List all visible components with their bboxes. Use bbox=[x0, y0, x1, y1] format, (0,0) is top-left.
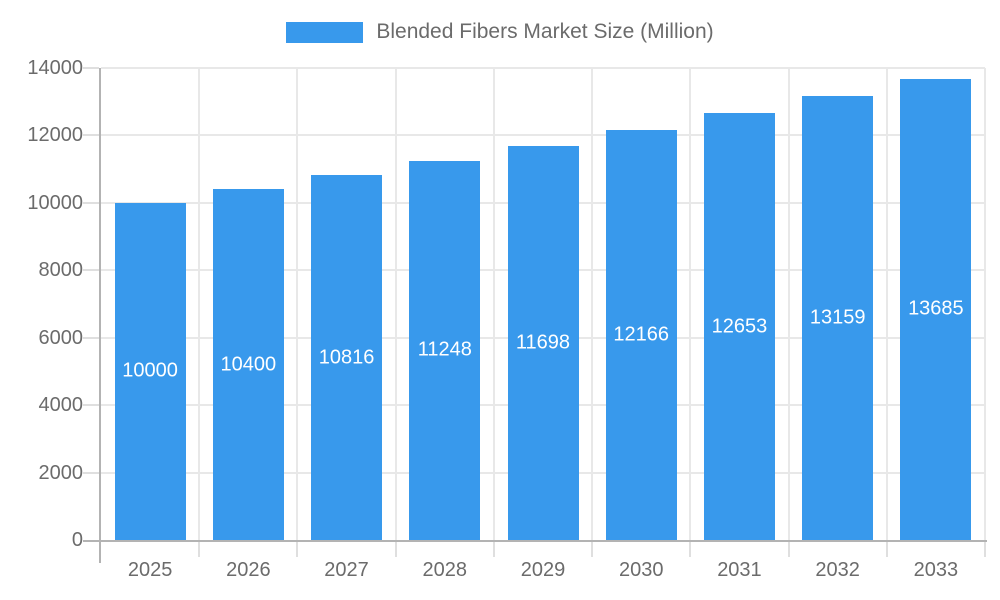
x-axis-tick bbox=[198, 542, 201, 557]
legend-swatch-icon bbox=[286, 21, 364, 43]
bar-value-label: 12653 bbox=[711, 315, 768, 338]
y-axis-tick-label: 2000 bbox=[38, 461, 84, 484]
x-axis-tick bbox=[394, 542, 397, 557]
legend: Blended Fibers Market Size (Million) bbox=[0, 20, 1000, 44]
x-axis-line bbox=[83, 540, 987, 542]
bar-value-label: 10000 bbox=[122, 359, 178, 382]
x-axis-tick-label: 2028 bbox=[422, 559, 468, 581]
y-axis-tick-label: 0 bbox=[71, 529, 83, 551]
bar: 10816 bbox=[311, 175, 383, 540]
v-gridline bbox=[885, 68, 888, 540]
y-axis-tick-label: 10000 bbox=[27, 191, 83, 214]
v-gridline bbox=[689, 68, 692, 540]
bar: 10400 bbox=[212, 189, 284, 540]
v-gridline bbox=[296, 68, 299, 540]
x-axis-tick bbox=[296, 542, 299, 557]
y-axis-tick-label: 12000 bbox=[27, 124, 83, 147]
legend-item[interactable]: Blended Fibers Market Size (Million) bbox=[286, 20, 714, 44]
y-axis-tick bbox=[83, 269, 99, 272]
y-axis-tick-label: 8000 bbox=[38, 259, 84, 282]
x-axis-tick-label: 2027 bbox=[324, 559, 369, 581]
bar-value-label: 13159 bbox=[809, 306, 866, 329]
v-gridline bbox=[394, 68, 397, 540]
y-axis-tick bbox=[83, 336, 99, 339]
y-axis-tick bbox=[83, 471, 99, 474]
x-axis-tick bbox=[984, 542, 986, 557]
y-axis-tick bbox=[83, 67, 99, 69]
v-gridline bbox=[591, 68, 594, 540]
x-axis-tick-label: 2030 bbox=[618, 559, 664, 581]
y-axis-tick-label: 6000 bbox=[38, 326, 84, 349]
bar-value-label: 13685 bbox=[908, 297, 964, 320]
x-axis-tick bbox=[689, 542, 692, 557]
x-axis-tick-label: 2026 bbox=[226, 559, 271, 581]
v-gridline bbox=[984, 68, 986, 540]
bar: 11698 bbox=[507, 145, 579, 540]
x-axis-tick bbox=[492, 542, 495, 557]
v-gridline bbox=[492, 68, 495, 540]
bar: 12653 bbox=[703, 113, 775, 540]
bar: 12166 bbox=[605, 129, 677, 540]
bar: 13159 bbox=[802, 96, 874, 540]
y-axis-tick-label: 14000 bbox=[27, 57, 83, 79]
v-gridline bbox=[198, 68, 201, 540]
bar-value-label: 11698 bbox=[515, 331, 571, 354]
y-axis-tick bbox=[83, 404, 99, 407]
x-axis-tick-label: 2033 bbox=[913, 559, 959, 581]
bar-value-label: 12166 bbox=[613, 323, 670, 346]
x-axis-tick bbox=[591, 542, 594, 557]
h-gridline bbox=[101, 67, 985, 69]
x-axis-tick bbox=[787, 542, 790, 557]
h-gridline bbox=[101, 134, 985, 137]
plot-area: 0 2000 4000 6000 8000 10000 12000 14000 10000 202… bbox=[27, 57, 987, 581]
x-axis-tick-label: 2025 bbox=[127, 559, 173, 581]
bar-value-label: 10816 bbox=[318, 346, 375, 369]
bar: 10000 bbox=[114, 202, 186, 540]
bar-value-label: 11248 bbox=[417, 338, 472, 361]
y-axis-line bbox=[99, 68, 101, 563]
bar: 13685 bbox=[900, 78, 972, 540]
bar: 11248 bbox=[409, 160, 481, 540]
x-axis-tick bbox=[885, 542, 888, 557]
v-gridline bbox=[787, 68, 790, 540]
bar-value-label: 10400 bbox=[220, 353, 277, 376]
y-axis-tick bbox=[83, 134, 99, 137]
x-axis-tick-label: 2031 bbox=[717, 559, 762, 581]
y-axis-tick bbox=[83, 201, 99, 204]
x-axis-tick-label: 2029 bbox=[520, 559, 566, 581]
legend-label: Blended Fibers Market Size (Million) bbox=[376, 20, 714, 43]
x-axis-tick-label: 2032 bbox=[815, 559, 860, 581]
y-axis-tick-label: 4000 bbox=[38, 394, 84, 417]
